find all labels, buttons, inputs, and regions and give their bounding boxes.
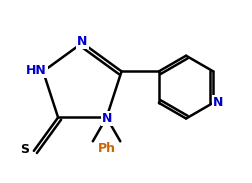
Text: S: S bbox=[20, 143, 29, 156]
Text: Ph: Ph bbox=[97, 142, 115, 155]
Text: N: N bbox=[77, 36, 87, 48]
Text: N: N bbox=[212, 96, 223, 109]
Text: N: N bbox=[102, 112, 112, 125]
Text: HN: HN bbox=[26, 64, 46, 77]
